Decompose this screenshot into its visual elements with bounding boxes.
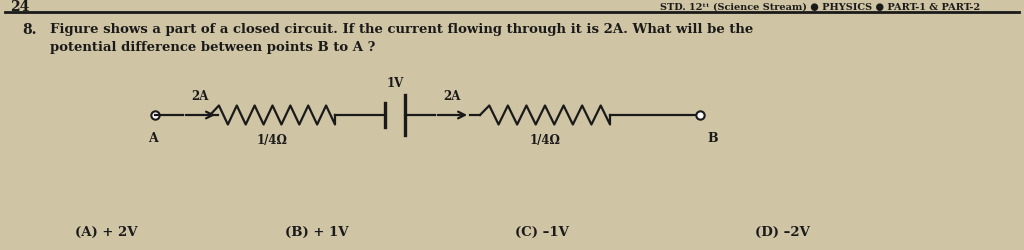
Text: 24: 24 <box>10 0 30 14</box>
Text: (A) + 2V: (A) + 2V <box>75 226 137 238</box>
Text: potential difference between points B to A ?: potential difference between points B to… <box>50 42 376 54</box>
Text: (C) –1V: (C) –1V <box>515 226 569 238</box>
Text: A: A <box>148 132 158 145</box>
Text: 2A: 2A <box>191 90 209 103</box>
Text: 2A: 2A <box>443 90 461 103</box>
Text: 8.: 8. <box>22 23 37 37</box>
Text: 1/4Ω: 1/4Ω <box>529 134 560 147</box>
Text: 1/4Ω: 1/4Ω <box>257 134 288 147</box>
Text: Figure shows a part of a closed circuit. If the current flowing through it is 2A: Figure shows a part of a closed circuit.… <box>50 24 754 36</box>
Text: 1V: 1V <box>386 77 403 90</box>
Text: (B) + 1V: (B) + 1V <box>285 226 348 238</box>
Text: STD. 12ᵗᵗ (Science Stream) ● PHYSICS ● PART-1 & PART-2: STD. 12ᵗᵗ (Science Stream) ● PHYSICS ● P… <box>659 2 980 12</box>
Text: B: B <box>707 132 718 145</box>
Text: (D) –2V: (D) –2V <box>755 226 810 238</box>
